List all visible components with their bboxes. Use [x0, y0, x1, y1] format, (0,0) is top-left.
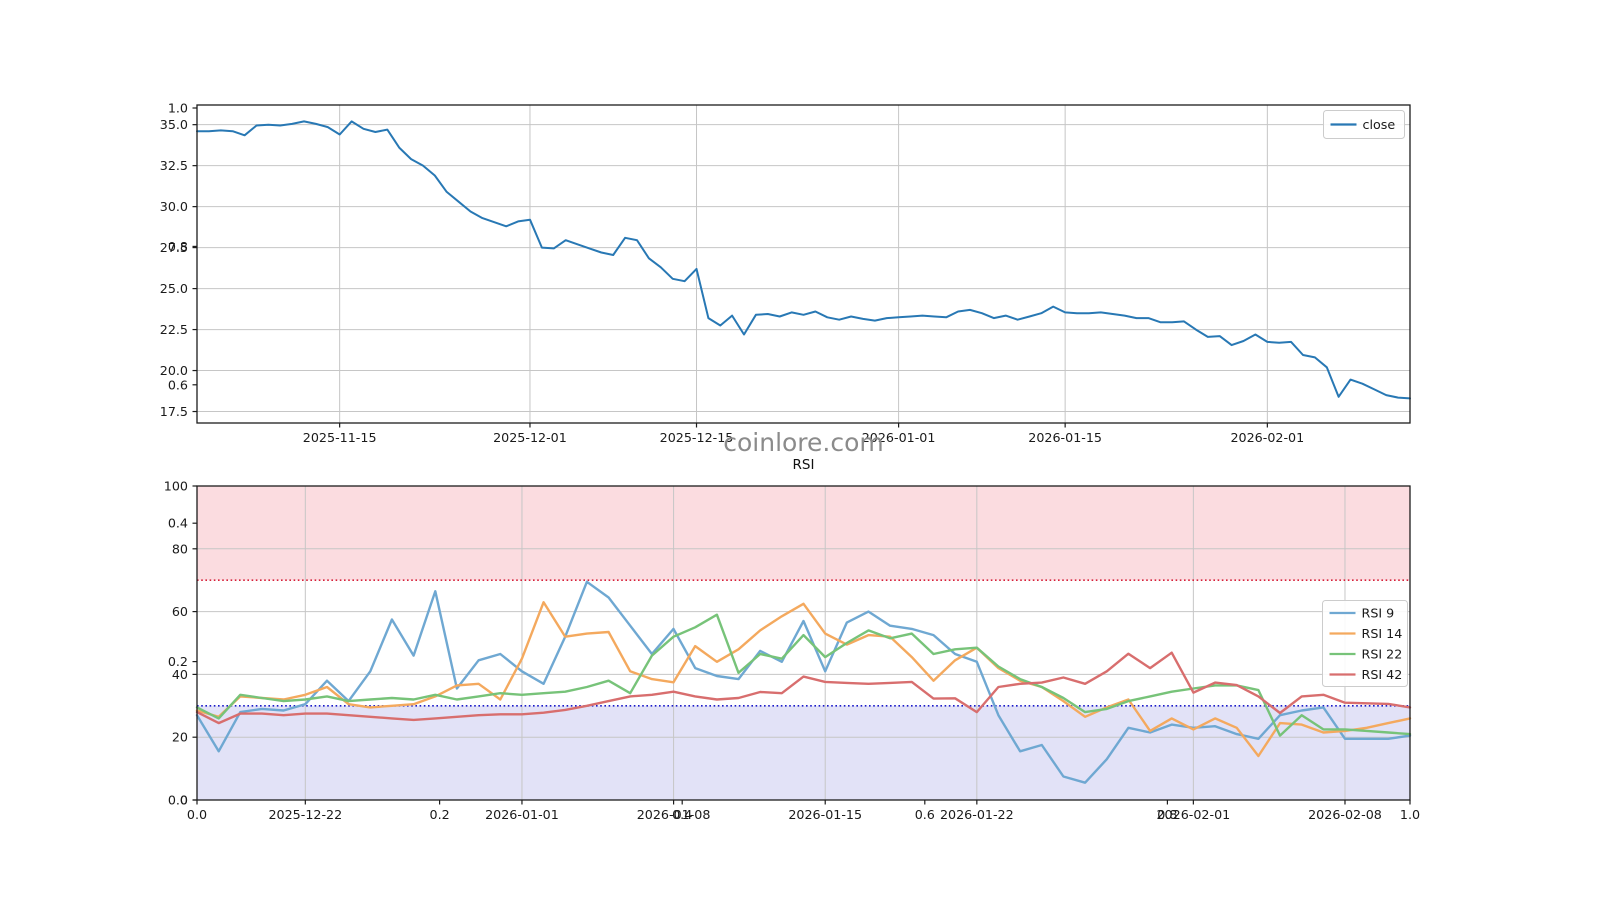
band-overbought: [197, 486, 1410, 581]
y-tick-label: 80: [172, 541, 188, 556]
y-tick-label: 0: [180, 793, 188, 808]
overlay-x-tick-label: 1.0: [1400, 807, 1420, 822]
x-tick-label: 2026-01-15: [788, 807, 862, 822]
legend-label: RSI 22: [1362, 647, 1403, 662]
series-rsi-42: [195, 651, 1412, 725]
legend-box: [1323, 110, 1405, 139]
y-tick-label: 60: [172, 604, 188, 619]
x-tick-label: 2025-12-22: [268, 807, 342, 822]
y-tick-label: 27.5: [160, 240, 188, 255]
x-tick-label: 2026-02-01: [1230, 430, 1304, 445]
legend-label: close: [1363, 117, 1396, 132]
overlay-x-tick-label: 0.8: [1157, 807, 1177, 822]
legend-box: [1322, 600, 1408, 687]
axes-frame: [196, 485, 1411, 801]
series-rsi-14: [195, 601, 1412, 758]
overlay-y-tick-label: 1.0: [168, 101, 188, 116]
legend-label: RSI 9: [1362, 606, 1395, 621]
x-tick-label: 2026-01-01: [485, 807, 559, 822]
overlay-y-tick-label: 0.4: [168, 516, 188, 531]
x-tick-label: 2026-01-22: [940, 807, 1014, 822]
overlay-x-tick-label: 0.4: [672, 807, 692, 822]
y-tick-label: 100: [164, 479, 188, 494]
x-tick-label: 2026-01-08: [637, 807, 711, 822]
legend-label: RSI 42: [1362, 667, 1403, 682]
series-close: [196, 120, 1411, 400]
x-tick-label: 2025-12-15: [660, 430, 734, 445]
x-tick-label: 2026-02-08: [1308, 807, 1382, 822]
y-tick-label: 30.0: [160, 199, 188, 214]
overlay-axis: 0.0 0.2 0.4 0.6 0.8 1.0 0.0 0.2 0.4 0.6 0.8 1.0: [168, 101, 1420, 823]
x-tick-label: 2025-12-01: [493, 430, 567, 445]
overlay-y-tick-label: 0.2: [168, 654, 188, 669]
y-tick-label: 17.5: [160, 404, 188, 419]
y-tick-label: 20.0: [160, 363, 188, 378]
x-tick-label: 2026-01-15: [1028, 430, 1102, 445]
overlay-y-tick-label: 0.0: [168, 793, 188, 808]
y-tick-label: 25.0: [160, 281, 188, 296]
axes-frame: [196, 104, 1411, 424]
overlay-y-tick-label: 0.8: [168, 239, 188, 254]
y-tick-label: 20: [172, 730, 188, 745]
plot-background: [197, 105, 1410, 423]
overlay-x-tick-label: 0.6: [915, 807, 935, 822]
chart-RSI: 100 80 60 40 20 0 2025-12-22 2026-01-01 2026-01-…: [164, 479, 1412, 822]
band-oversold: [197, 705, 1410, 800]
y-tick-label: 32.5: [160, 158, 188, 173]
y-tick-label: 22.5: [160, 322, 188, 337]
y-tick-label: 35.0: [160, 117, 188, 132]
overlay-x-tick-label: 0.0: [187, 807, 207, 822]
overlay-x-tick-label: 0.2: [430, 807, 450, 822]
chart-price: 35.0 32.5 30.0 27.5 25.0 22.5 20.0 17.5 2025-11-…: [160, 104, 1411, 445]
legend: close: [1323, 110, 1405, 139]
overlay-y-tick-label: 0.6: [168, 377, 188, 392]
y-tick-label: 40: [172, 667, 188, 682]
x-tick-label: 2026-01-01: [862, 430, 936, 445]
legend: RSI 9 RSI 14 RSI 22 RSI 42: [1322, 600, 1408, 687]
x-tick-label: 2026-02-01: [1156, 807, 1230, 822]
x-tick-label: 2025-11-15: [303, 430, 377, 445]
series-rsi-9: [195, 580, 1412, 784]
legend-label: RSI 14: [1362, 626, 1403, 641]
